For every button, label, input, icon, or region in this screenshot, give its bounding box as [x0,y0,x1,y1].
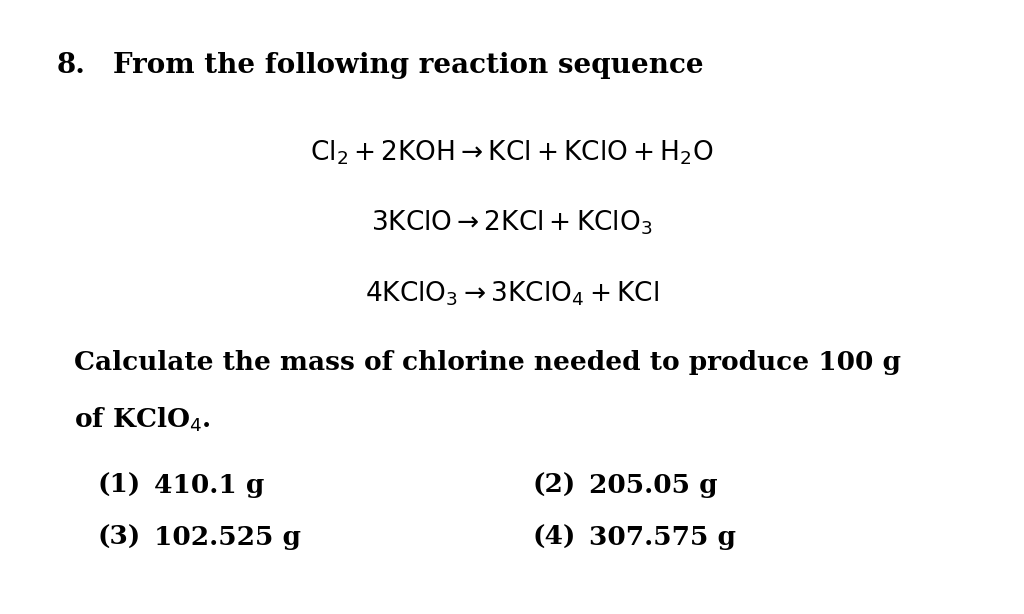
Text: 102.525 g: 102.525 g [154,525,301,550]
Text: (4): (4) [532,525,575,550]
Text: $\mathrm{3KClO \rightarrow 2KCl + KClO_3}$: $\mathrm{3KClO \rightarrow 2KCl + KClO_3… [372,209,652,237]
Text: 307.575 g: 307.575 g [589,525,736,550]
Text: 8.: 8. [56,52,85,79]
Text: 410.1 g: 410.1 g [154,473,264,498]
Text: $\mathrm{Cl_2 + 2KOH \rightarrow KCl + KClO + H_2O}$: $\mathrm{Cl_2 + 2KOH \rightarrow KCl + K… [310,138,714,166]
Text: of KClO$_4$.: of KClO$_4$. [74,405,211,433]
Text: 205.05 g: 205.05 g [589,473,718,498]
Text: Calculate the mass of chlorine needed to produce 100 g: Calculate the mass of chlorine needed to… [74,350,901,375]
Text: $\mathrm{4KClO_3 \rightarrow 3KClO_4 + KCl}$: $\mathrm{4KClO_3 \rightarrow 3KClO_4 + K… [365,279,659,308]
Text: (2): (2) [532,473,575,498]
Text: (1): (1) [97,473,140,498]
Text: (3): (3) [97,525,140,550]
Text: From the following reaction sequence: From the following reaction sequence [113,52,703,79]
